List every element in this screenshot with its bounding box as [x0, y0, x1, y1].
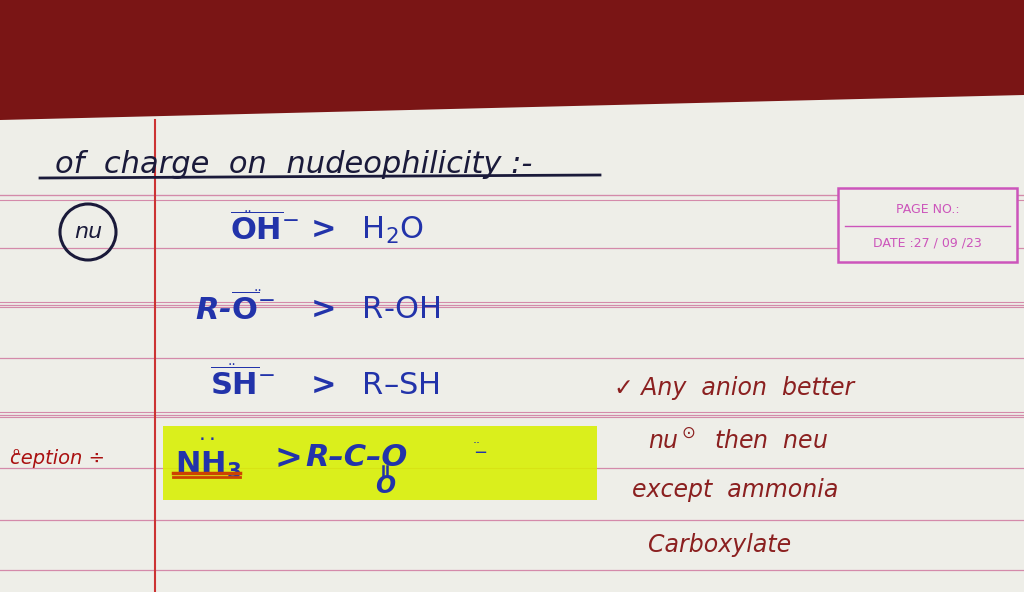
FancyBboxPatch shape	[163, 426, 597, 500]
Text: ception ÷: ception ÷	[10, 449, 105, 468]
Text: ─: ─	[475, 444, 485, 462]
Text: O: O	[375, 474, 395, 498]
Text: $\boldsymbol{>}$  R-OH: $\boldsymbol{>}$ R-OH	[305, 295, 440, 324]
Text: $\boldsymbol{>}$  H$_2$O: $\boldsymbol{>}$ H$_2$O	[305, 214, 424, 246]
Text: $\overline{\mathbf{SH}}^{-}$: $\overline{\mathbf{SH}}^{-}$	[210, 368, 275, 402]
Text: ··: ··	[473, 437, 481, 451]
Text: $\overset{\cdot\cdot}{\mathbf{NH_3}}$: $\overset{\cdot\cdot}{\mathbf{NH_3}}$	[175, 435, 242, 481]
Text: R–C–O: R–C–O	[305, 443, 408, 472]
Text: DATE :27 / 09 /23: DATE :27 / 09 /23	[873, 236, 982, 249]
Text: o: o	[12, 447, 18, 457]
Text: except  ammonia: except ammonia	[632, 478, 839, 502]
Text: ··: ··	[254, 284, 262, 298]
Text: $\boldsymbol{>}$  R–SH: $\boldsymbol{>}$ R–SH	[305, 371, 439, 400]
Text: ··: ··	[244, 205, 252, 219]
Text: Carboxylate: Carboxylate	[648, 533, 792, 557]
Polygon shape	[0, 95, 1024, 592]
Text: ✓ Any  anion  better: ✓ Any anion better	[614, 376, 854, 400]
Text: ··: ··	[227, 358, 237, 372]
FancyBboxPatch shape	[838, 188, 1017, 262]
Text: nu: nu	[74, 222, 102, 242]
Text: PAGE NO.:: PAGE NO.:	[896, 203, 959, 216]
Text: $\overline{\mathbf{OH}}^{-}$: $\overline{\mathbf{OH}}^{-}$	[230, 213, 299, 247]
Text: $\boldsymbol{>}$: $\boldsymbol{>}$	[268, 442, 301, 475]
Text: nu$^\odot$  then  neu: nu$^\odot$ then neu	[648, 427, 828, 452]
Text: R-$\overline{\mathbf{O}}^{-}$: R-$\overline{\mathbf{O}}^{-}$	[195, 293, 275, 327]
Text: of  charge  on  nudeophilicity :-: of charge on nudeophilicity :-	[55, 150, 532, 179]
